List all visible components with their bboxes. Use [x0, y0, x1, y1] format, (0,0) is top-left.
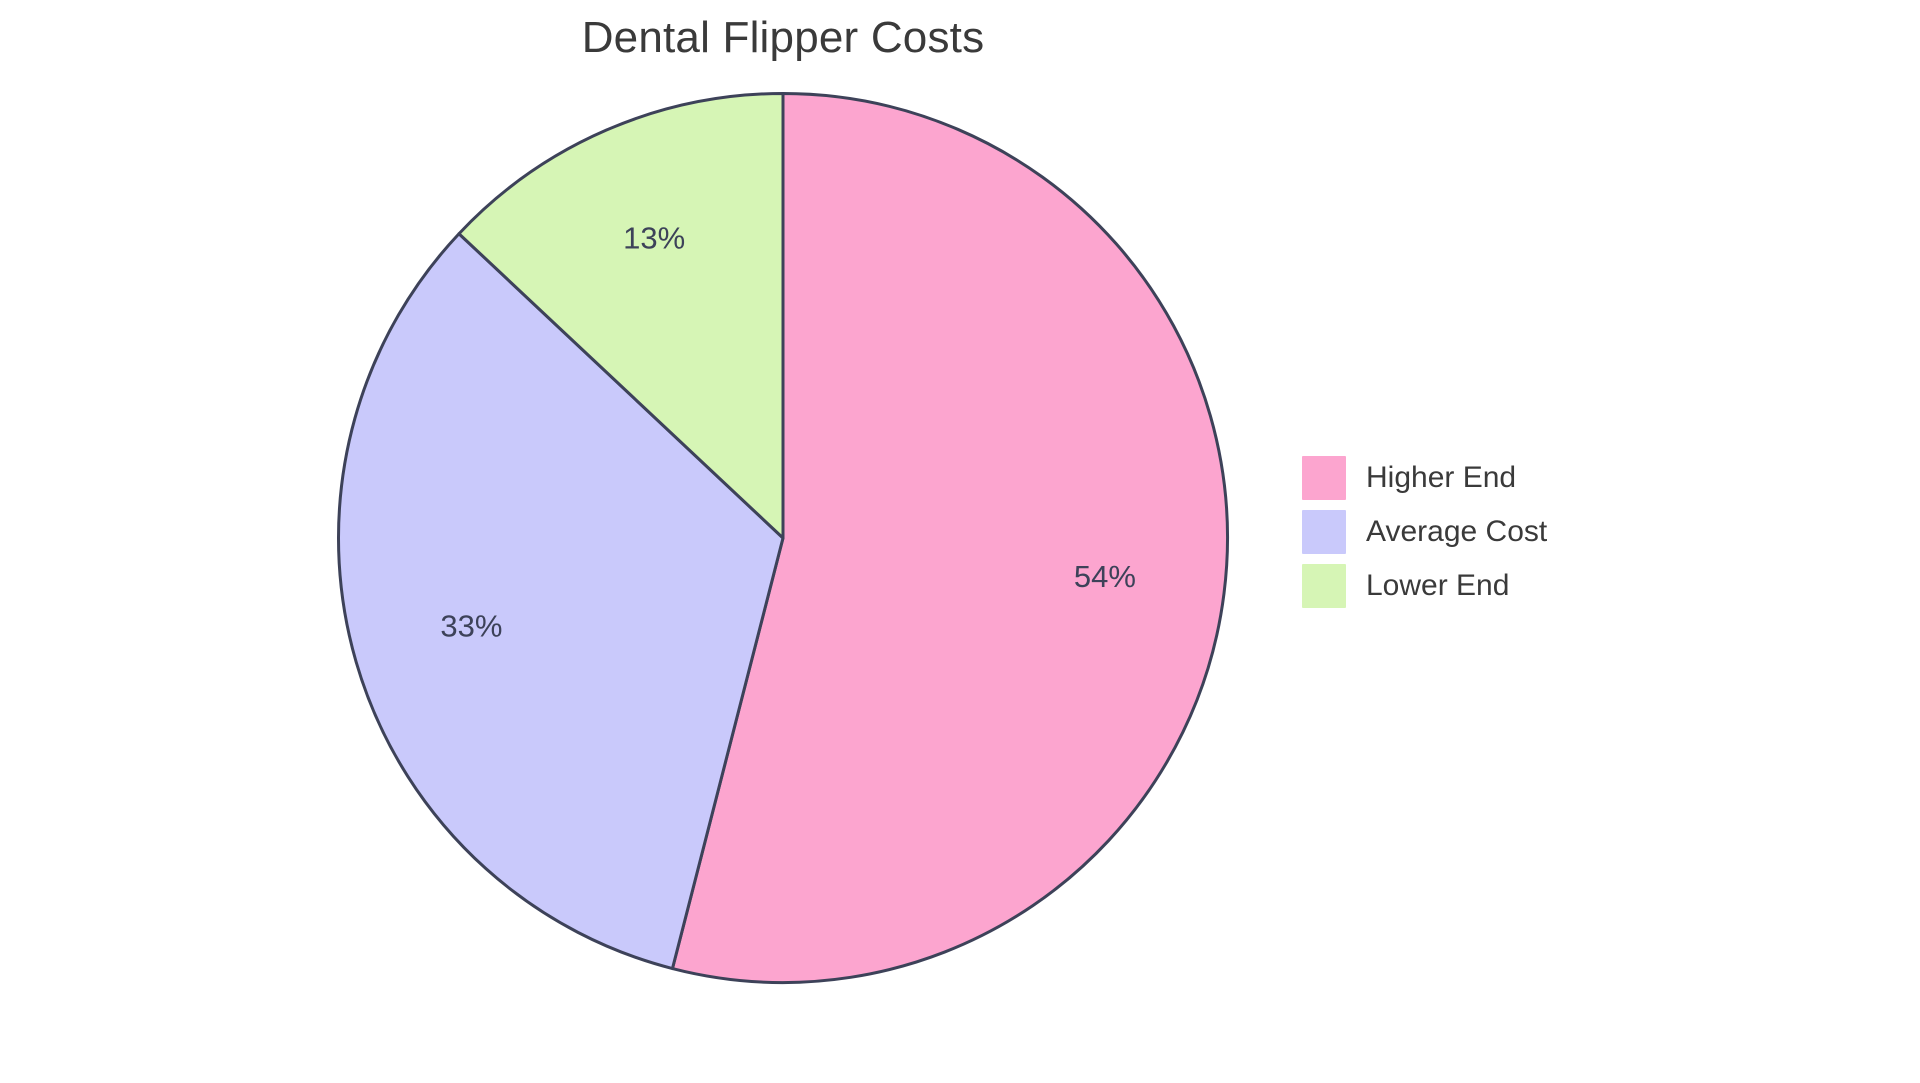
- legend-swatch-average-cost: [1302, 510, 1346, 554]
- page-title: Dental Flipper Costs: [581, 13, 985, 62]
- pie-slice-higher-end[interactable]: [670, 92, 1229, 984]
- pie-label-lower-end: 13%: [623, 220, 685, 255]
- pie-slice-labels: 54% 33% 13%: [440, 220, 1136, 643]
- legend-item-average-cost[interactable]: Average Cost: [1302, 510, 1547, 554]
- pie-chart-svg: 54% 33% 13%: [337, 92, 1229, 984]
- legend-label-average-cost: Average Cost: [1366, 515, 1548, 548]
- legend-swatch-higher-end: [1302, 456, 1346, 500]
- pie-chart: 54% 33% 13%: [337, 92, 1229, 984]
- pie-label-higher-end: 54%: [1074, 559, 1136, 594]
- legend-item-higher-end[interactable]: Higher End: [1302, 456, 1547, 500]
- pie-slice-lower-end[interactable]: [457, 92, 785, 540]
- chart-legend: Higher End Average Cost Lower End: [1302, 456, 1547, 608]
- pie-slices: [337, 92, 1229, 984]
- pie-label-average-cost: 33%: [440, 609, 502, 644]
- legend-item-lower-end[interactable]: Lower End: [1302, 564, 1547, 608]
- legend-label-lower-end: Lower End: [1366, 569, 1510, 602]
- pie-slice-average-cost[interactable]: [337, 232, 785, 971]
- legend-label-higher-end: Higher End: [1366, 461, 1517, 494]
- legend-swatch-lower-end: [1302, 564, 1346, 608]
